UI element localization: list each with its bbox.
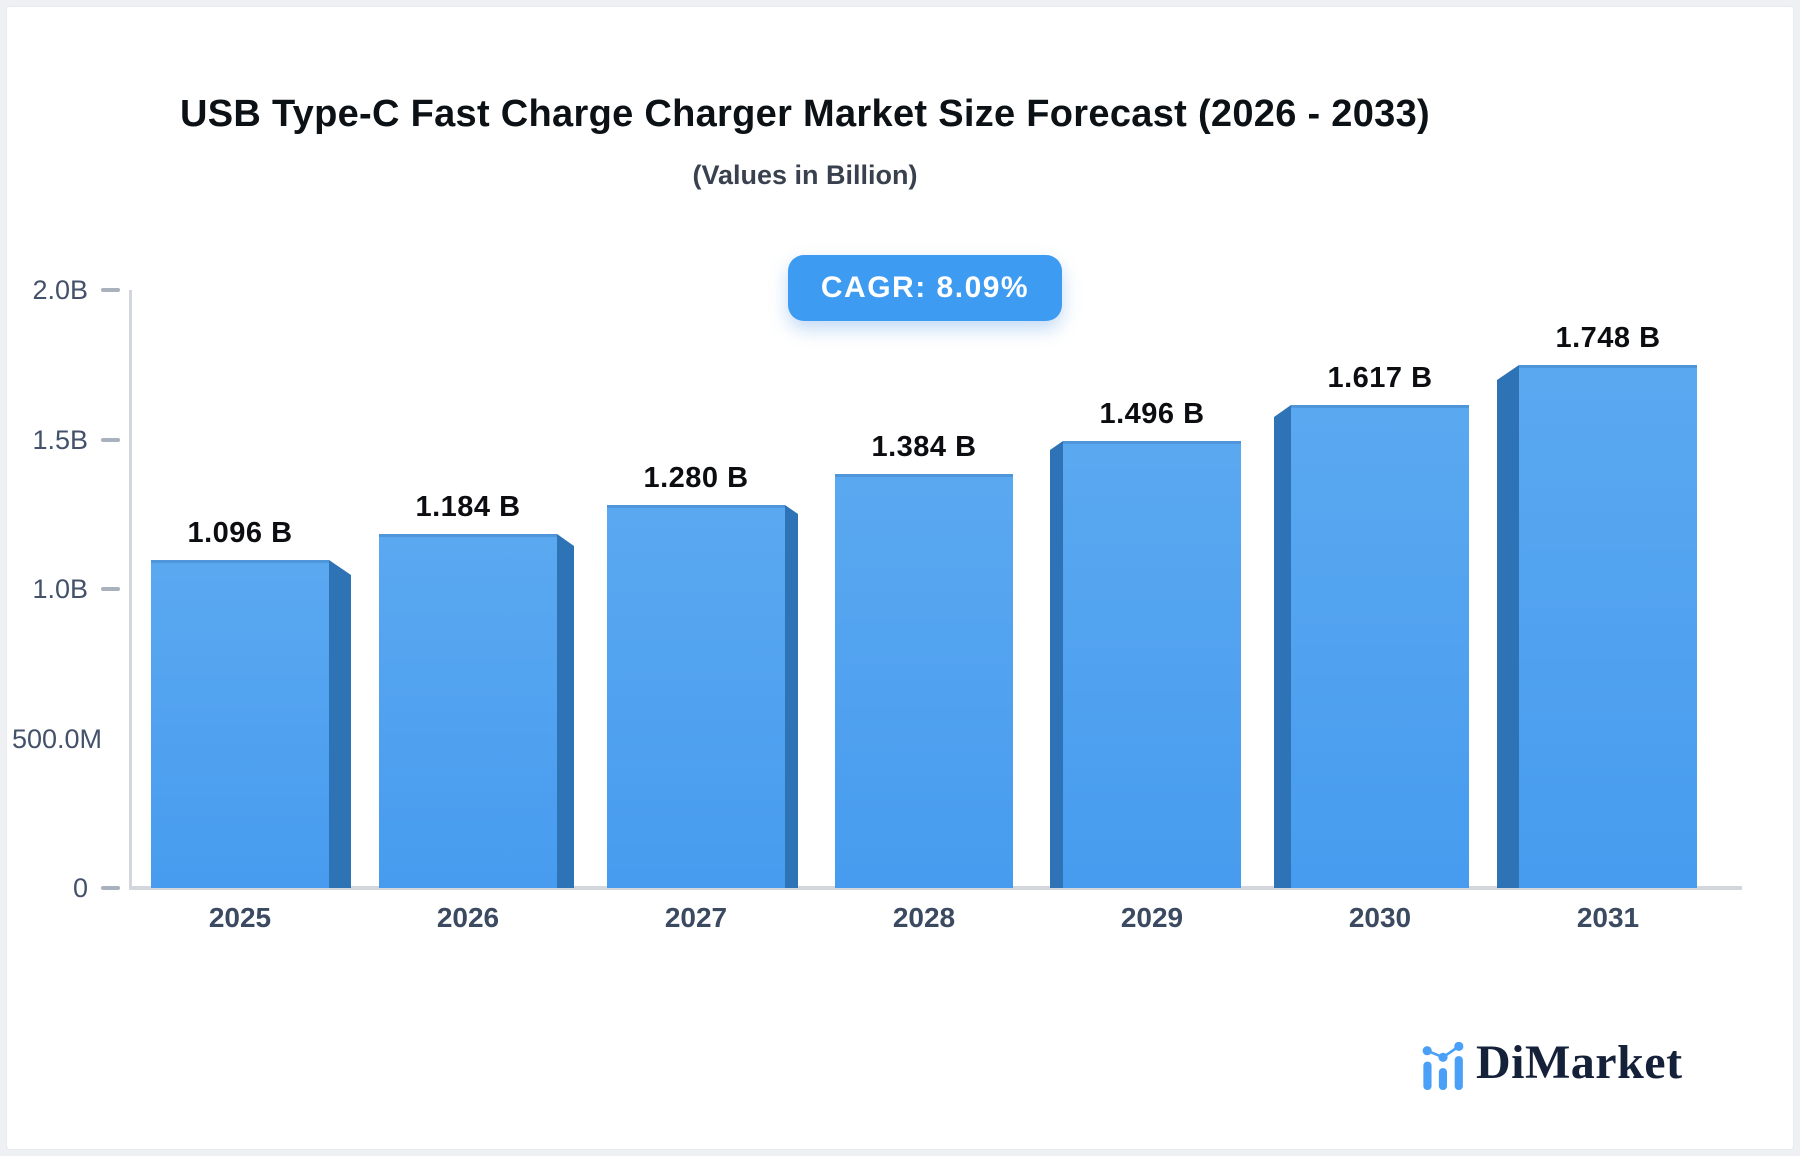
y-tick-label: 1.0B	[32, 574, 88, 604]
x-tick-label: 2031	[1576, 902, 1640, 933]
bar-side	[557, 534, 574, 888]
x-tick-label: 2026	[436, 902, 500, 933]
bar-value-label: 1.280 B	[643, 462, 749, 494]
brand-logo: DiMarket	[1420, 1030, 1683, 1094]
bar-side	[329, 560, 351, 888]
y-axis-line	[129, 290, 132, 888]
bar-value-label: 1.748 B	[1555, 322, 1661, 354]
bar-chart-logo-icon	[1422, 1042, 1464, 1090]
bar	[1063, 441, 1241, 888]
bar-value-label: 1.096 B	[187, 517, 293, 549]
bar	[379, 534, 557, 888]
y-tick-label: 500.0M	[11, 724, 102, 754]
y-tick-dash	[101, 288, 120, 292]
bar	[835, 474, 1013, 888]
y-tick-dash	[101, 886, 120, 890]
bar	[1519, 365, 1697, 888]
y-tick-label: 1.5B	[32, 425, 88, 455]
bar	[607, 505, 785, 888]
x-tick-label: 2030	[1348, 902, 1412, 933]
chart-subtitle: (Values in Billion)	[692, 160, 918, 190]
bar-side	[1497, 365, 1519, 888]
chart-title: USB Type-C Fast Charge Charger Market Si…	[179, 93, 1430, 135]
cagr-badge: CAGR: 8.09%	[788, 255, 1062, 321]
x-tick-label: 2027	[664, 902, 728, 933]
bar-side	[785, 505, 798, 888]
brand-name: DiMarket	[1476, 1035, 1683, 1089]
y-tick-dash	[101, 438, 120, 442]
x-axis-line	[129, 886, 1742, 890]
bar	[1291, 405, 1469, 888]
bar-value-label: 1.184 B	[415, 491, 521, 523]
y-tick-label: 2.0B	[32, 275, 88, 305]
bar-side	[1274, 405, 1291, 888]
bar-value-label: 1.384 B	[871, 431, 977, 463]
x-tick-label: 2029	[1120, 902, 1184, 933]
x-tick-label: 2028	[892, 902, 956, 933]
bar-value-label: 1.617 B	[1327, 362, 1433, 394]
x-tick-label: 2025	[208, 902, 272, 933]
bar	[151, 560, 329, 888]
bar-side	[1050, 441, 1063, 888]
bar-value-label: 1.496 B	[1099, 398, 1205, 430]
y-tick-label: 0	[72, 873, 88, 903]
y-tick-dash	[101, 587, 120, 591]
